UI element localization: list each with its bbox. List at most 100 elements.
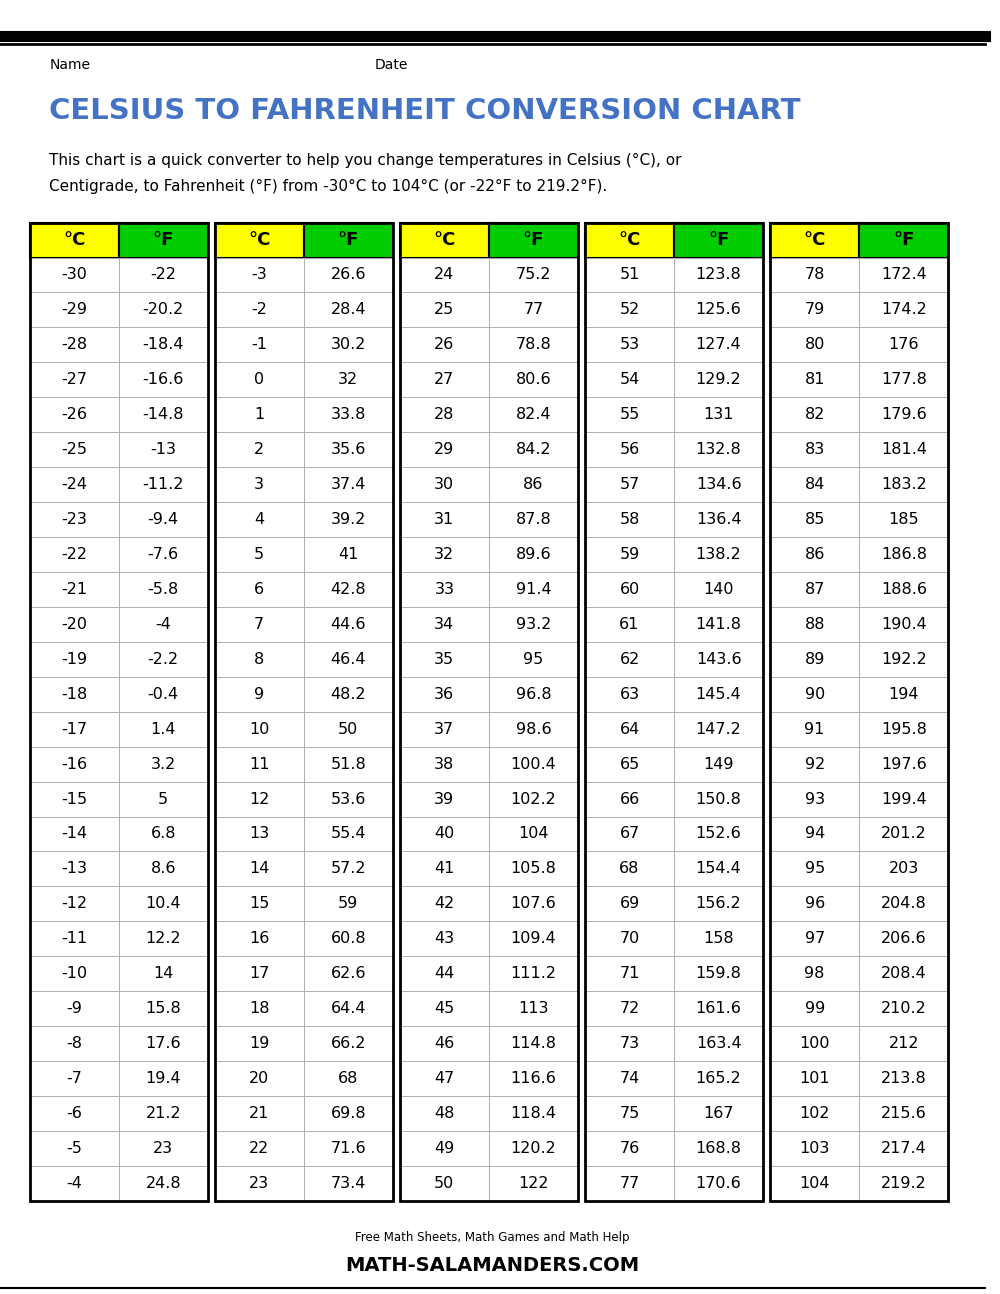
Bar — [489, 1166, 578, 1201]
Text: 212: 212 — [889, 1036, 919, 1051]
Text: -2: -2 — [251, 303, 267, 317]
Bar — [30, 921, 119, 956]
Bar — [304, 397, 393, 432]
Bar — [585, 537, 674, 572]
Text: 82: 82 — [804, 408, 825, 422]
Text: °C: °C — [248, 232, 270, 248]
Text: -5.8: -5.8 — [148, 582, 179, 597]
Text: °F: °F — [153, 232, 174, 248]
Text: 92: 92 — [805, 757, 825, 771]
Bar — [770, 397, 859, 432]
Text: 26.6: 26.6 — [331, 268, 366, 282]
Text: 75.2: 75.2 — [516, 268, 551, 282]
Bar — [400, 1096, 489, 1131]
Bar — [119, 467, 208, 502]
Text: 194: 194 — [889, 687, 919, 701]
Text: 75: 75 — [619, 1106, 640, 1121]
Bar — [304, 1061, 393, 1096]
Bar — [489, 572, 578, 607]
Bar — [304, 572, 393, 607]
Bar — [119, 258, 208, 292]
Bar — [400, 362, 489, 397]
Bar — [400, 642, 489, 677]
Text: 71: 71 — [619, 967, 640, 981]
Text: 22: 22 — [249, 1141, 269, 1156]
Bar — [585, 467, 674, 502]
Bar — [674, 607, 763, 642]
Text: 116.6: 116.6 — [511, 1071, 556, 1086]
Text: 83: 83 — [805, 443, 825, 457]
Text: 203: 203 — [889, 862, 919, 876]
Bar — [770, 607, 859, 642]
Text: °C: °C — [618, 232, 641, 248]
Bar — [304, 502, 393, 537]
Text: 16: 16 — [249, 932, 269, 946]
Bar — [215, 1026, 304, 1061]
Bar — [859, 1061, 948, 1096]
Bar — [585, 223, 674, 258]
Bar — [770, 223, 948, 1201]
Bar — [770, 712, 859, 747]
Bar — [674, 1061, 763, 1096]
Text: 215.6: 215.6 — [881, 1106, 927, 1121]
Text: 141.8: 141.8 — [696, 617, 742, 631]
Text: 70: 70 — [619, 932, 640, 946]
Bar — [119, 851, 208, 886]
Bar — [30, 956, 119, 991]
Text: 172.4: 172.4 — [881, 268, 927, 282]
Text: 57: 57 — [619, 477, 640, 492]
Text: 89: 89 — [804, 652, 825, 666]
Bar — [489, 537, 578, 572]
Text: 37: 37 — [434, 722, 454, 736]
Bar — [674, 432, 763, 467]
Text: -11.2: -11.2 — [142, 477, 184, 492]
Bar — [859, 502, 948, 537]
Text: 17.6: 17.6 — [145, 1036, 181, 1051]
Bar — [304, 817, 393, 851]
Bar — [859, 397, 948, 432]
Text: 145.4: 145.4 — [696, 687, 741, 701]
Bar — [859, 712, 948, 747]
Bar — [304, 432, 393, 467]
Bar — [400, 292, 489, 327]
Text: 68: 68 — [619, 862, 640, 876]
Bar — [30, 747, 119, 782]
Bar — [119, 642, 208, 677]
Bar — [400, 432, 489, 467]
Bar — [119, 1166, 208, 1201]
Text: 49: 49 — [434, 1141, 454, 1156]
Text: 86: 86 — [804, 547, 825, 562]
Bar — [119, 292, 208, 327]
Text: 24: 24 — [434, 268, 454, 282]
Bar — [400, 223, 578, 1201]
Bar — [30, 1166, 119, 1201]
Bar — [304, 537, 393, 572]
Bar — [859, 537, 948, 572]
Bar — [400, 677, 489, 712]
Bar — [119, 956, 208, 991]
Bar — [770, 851, 859, 886]
Bar — [304, 921, 393, 956]
Bar — [770, 747, 859, 782]
Bar — [30, 467, 119, 502]
Bar — [859, 747, 948, 782]
Text: -0.4: -0.4 — [148, 687, 179, 701]
Bar — [859, 851, 948, 886]
Text: 30.2: 30.2 — [331, 338, 366, 352]
Text: -2.2: -2.2 — [148, 652, 179, 666]
Bar — [585, 642, 674, 677]
Bar — [30, 991, 119, 1026]
Text: 42: 42 — [434, 897, 454, 911]
Bar — [30, 572, 119, 607]
Bar — [674, 747, 763, 782]
Bar — [489, 956, 578, 991]
Text: 93: 93 — [805, 792, 825, 806]
Bar — [400, 572, 489, 607]
Text: 76: 76 — [619, 1141, 640, 1156]
Bar — [30, 1061, 119, 1096]
Text: 6.8: 6.8 — [150, 827, 176, 841]
Text: 48: 48 — [434, 1106, 455, 1121]
Bar — [770, 292, 859, 327]
Text: 79: 79 — [805, 303, 825, 317]
Bar — [215, 851, 304, 886]
